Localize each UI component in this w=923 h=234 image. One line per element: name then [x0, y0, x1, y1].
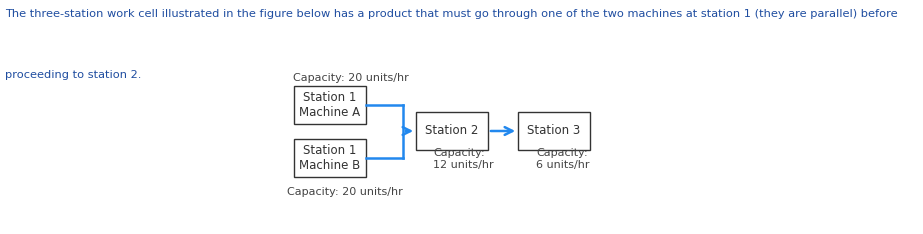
Text: Station 1
Machine B: Station 1 Machine B	[299, 144, 361, 172]
Text: Capacity:
6 units/hr: Capacity: 6 units/hr	[536, 148, 590, 170]
Bar	[416, 112, 488, 150]
Bar	[294, 139, 366, 177]
Text: Capacity: 20 units/hr: Capacity: 20 units/hr	[293, 73, 409, 83]
Text: Station 1
Machine A: Station 1 Machine A	[299, 91, 361, 119]
Text: Capacity:
12 units/hr: Capacity: 12 units/hr	[433, 148, 494, 170]
Text: Station 3: Station 3	[527, 124, 581, 138]
Bar	[518, 112, 590, 150]
Text: Station 2: Station 2	[426, 124, 479, 138]
Bar	[294, 86, 366, 124]
Text: The three-station work cell illustrated in the figure below has a product that m: The three-station work cell illustrated …	[5, 9, 897, 19]
Text: Capacity: 20 units/hr: Capacity: 20 units/hr	[287, 187, 402, 197]
Text: proceeding to station 2.: proceeding to station 2.	[5, 70, 141, 80]
